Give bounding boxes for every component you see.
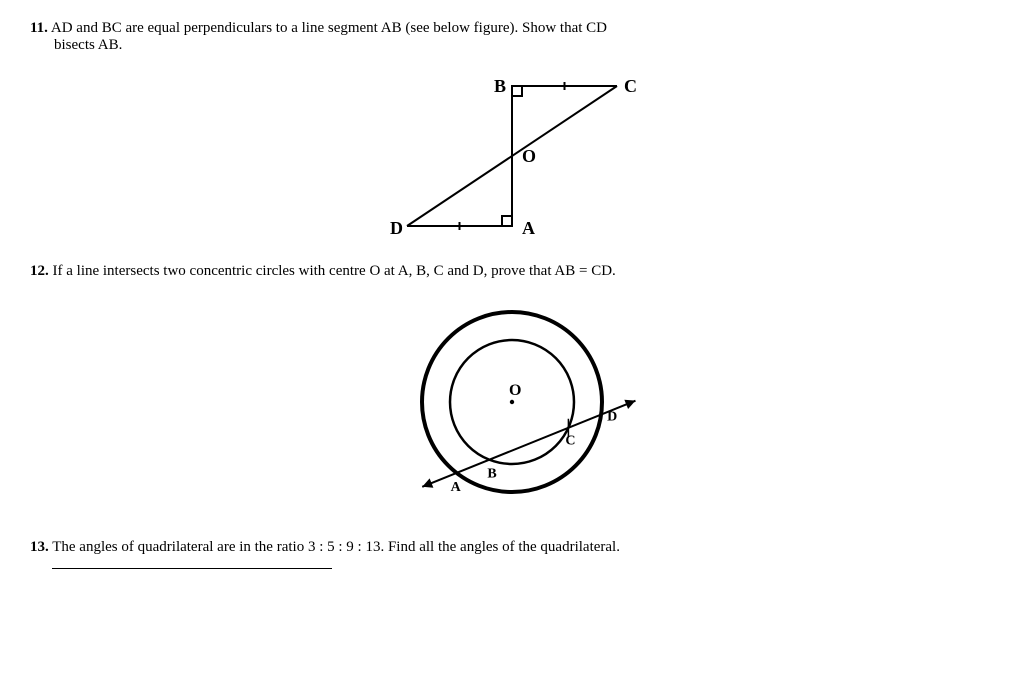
- q13-number: 13.: [30, 539, 49, 555]
- svg-text:B: B: [487, 467, 496, 482]
- question-13: 13. The angles of quadrilateral are in t…: [30, 539, 994, 556]
- question-12: 12. If a line intersects two concentric …: [30, 263, 994, 280]
- q11-diagram: B C A D O: [382, 66, 642, 246]
- q12-figure: O A B C D: [30, 292, 994, 527]
- q12-diagram: O A B C D: [382, 292, 642, 522]
- q12-number: 12.: [30, 263, 49, 279]
- divider-line: [52, 568, 332, 569]
- q12-text: If a line intersects two concentric circ…: [53, 263, 616, 279]
- svg-text:C: C: [624, 76, 637, 96]
- svg-text:B: B: [494, 76, 506, 96]
- svg-text:O: O: [509, 382, 521, 399]
- question-11: 11. AD and BC are equal perpendiculars t…: [30, 20, 994, 54]
- svg-text:C: C: [565, 434, 575, 449]
- q11-figure: B C A D O: [30, 66, 994, 251]
- svg-text:D: D: [390, 218, 403, 238]
- q11-subtext: bisects AB.: [54, 37, 994, 54]
- svg-text:A: A: [522, 218, 535, 238]
- svg-text:D: D: [607, 410, 617, 425]
- q11-text: AD and BC are equal perpendiculars to a …: [51, 20, 607, 36]
- svg-text:O: O: [522, 146, 536, 166]
- q13-text: The angles of quadrilateral are in the r…: [52, 539, 620, 555]
- svg-text:A: A: [451, 480, 462, 495]
- q11-number: 11.: [30, 20, 48, 36]
